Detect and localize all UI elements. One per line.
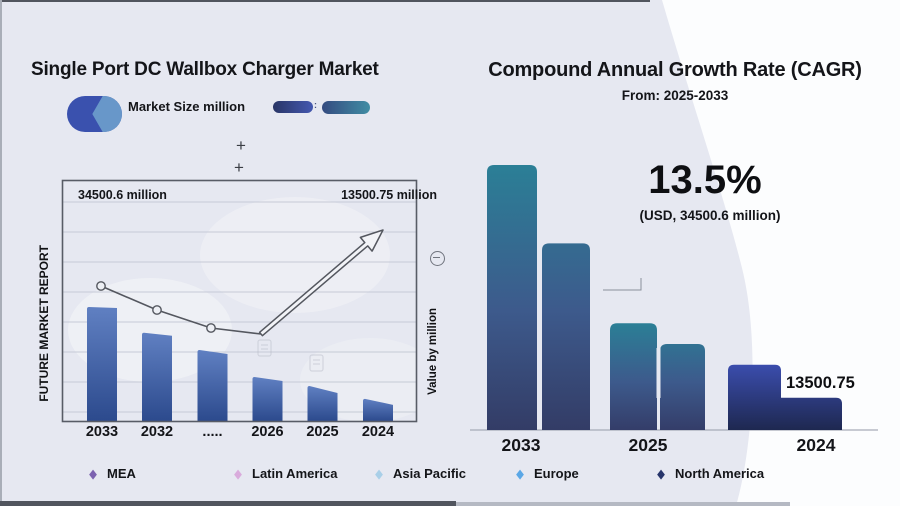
left-bar-2033 <box>87 307 117 421</box>
left-xlabel-2033: 2033 <box>85 424 119 440</box>
right-xlabel-2033: 2033 <box>501 435 541 455</box>
right-chart-title: Compound Annual Growth Rate (CAGR) <box>488 59 862 81</box>
cagr-value: 13.5% <box>648 158 762 202</box>
left-xlabel-2026: 2026 <box>251 424 284 440</box>
frame-bottom-border-light <box>456 502 790 506</box>
frame-bottom-border-dark <box>0 501 456 506</box>
circle-minus-icon <box>430 251 445 266</box>
frame-left-border <box>0 0 2 506</box>
left-chart-border <box>61 179 418 423</box>
trend-marker <box>206 323 216 333</box>
ratio-separator: : <box>314 100 317 110</box>
left-bar-..... <box>197 349 228 421</box>
logo-hexagon-icon <box>92 96 122 132</box>
trend-marker <box>96 281 106 291</box>
ratio-pill-dark-icon <box>273 101 313 113</box>
legend-diamond-icon: ◆ <box>89 466 97 481</box>
right-xlabel-2024: 2024 <box>796 435 836 455</box>
legend-item-north-america: ◆ North America <box>656 466 764 481</box>
market-size-label: Market Size million <box>128 99 246 114</box>
legend-label: Latin America <box>252 466 338 481</box>
ghost-document-icon <box>257 339 272 357</box>
right-bar-b-2033 <box>542 243 590 430</box>
right-group-2033 <box>487 165 590 430</box>
ratio-pill-teal-icon <box>322 101 370 114</box>
left-bar-2024 <box>363 398 393 421</box>
left-bar-2032 <box>142 332 172 421</box>
bar-value-annotation: 13500.75 <box>786 374 855 392</box>
plus-icon: + <box>234 158 244 177</box>
left-bar-2026 <box>252 377 283 421</box>
left-chart-title: Single Port DC Wallbox Charger Market <box>31 59 379 80</box>
legend-label: North America <box>675 466 765 481</box>
legend-diamond-icon: ◆ <box>657 466 665 481</box>
trend-marker <box>152 305 162 315</box>
left-xlabel-2024: 2024 <box>361 424 395 440</box>
future-market-report-watermark: FUTURE MARKET REPORT <box>33 237 55 409</box>
legend-diamond-icon: ◆ <box>234 466 242 481</box>
left-chart-annotation-start: 34500.6 million <box>78 188 167 202</box>
left-xlabel-2025: 2025 <box>306 424 339 440</box>
value-axis-label: Value by million <box>423 290 443 412</box>
cloud-backdrop <box>68 197 416 421</box>
frame-top-border <box>0 0 650 2</box>
cagr-note: (USD, 34500.6 million) <box>639 208 781 223</box>
watermark-text: FUTURE MARKET REPORT <box>37 244 51 402</box>
legend-label: Europe <box>534 466 579 481</box>
left-bar-2025 <box>307 385 338 421</box>
legend-diamond-icon: ◆ <box>516 466 524 481</box>
legend-item-europe: ◆ Europe <box>515 466 579 481</box>
right-chart-subtitle: From: 2025-2033 <box>621 88 729 103</box>
plus-icon: + <box>236 136 246 155</box>
legend-label: Asia Pacific <box>393 466 466 481</box>
legend-diamond-icon: ◆ <box>375 466 383 481</box>
market-logo <box>67 96 122 132</box>
right-group-2025 <box>610 323 705 430</box>
trend-line <box>100 285 262 335</box>
trend-arrow <box>258 229 384 337</box>
legend-label: MEA <box>107 466 136 481</box>
right-bar-b-2025 <box>660 343 705 430</box>
left-chart-annotation-end: 13500.75 million <box>341 188 437 202</box>
left-xlabel-2032: 2032 <box>140 424 174 440</box>
right-xlabel-2025: 2025 <box>628 435 668 455</box>
corner-bracket-mark <box>603 278 642 291</box>
legend-item-asia-pacific: ◆ Asia Pacific <box>374 466 466 481</box>
value-axis-text: Value by million <box>427 307 439 395</box>
right-bar-a-2025 <box>610 323 657 430</box>
left-xlabel-.....: ..... <box>202 424 223 440</box>
ghost-document-icon <box>309 354 324 372</box>
right-bar-a-2033 <box>487 165 537 430</box>
legend-item-mea: ◆ MEA <box>88 466 136 481</box>
legend-item-latin-america: ◆ Latin America <box>233 466 338 481</box>
